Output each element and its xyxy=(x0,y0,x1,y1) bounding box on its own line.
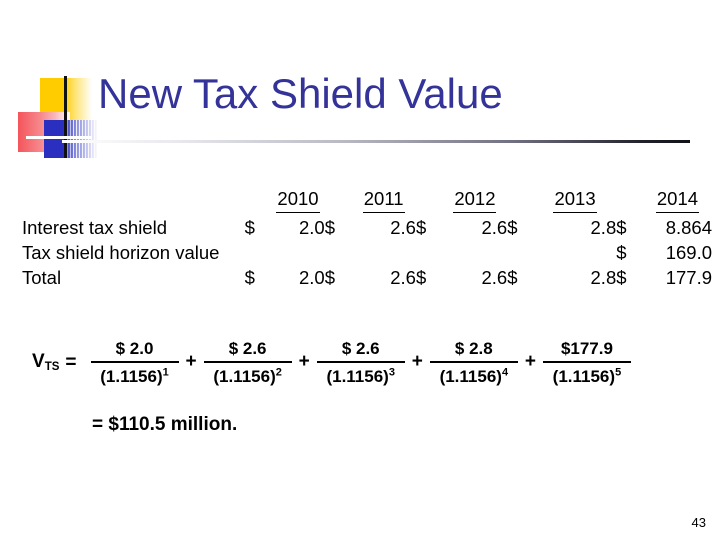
formula-term-5: $177.9 (1.1156)5 xyxy=(542,338,631,389)
variable-letter: V xyxy=(32,351,45,372)
header-currency-spacer-2012 xyxy=(416,186,443,215)
cell-value: 2.6 xyxy=(481,267,508,288)
term-numerator: $ 2.0 xyxy=(90,338,179,363)
cell-currency: $ xyxy=(616,217,627,238)
cell-value: 2.0 xyxy=(298,267,325,288)
cell-currency: $ xyxy=(244,267,255,288)
cell-value: 2.0 xyxy=(298,217,325,238)
column-header-2013: 2013 xyxy=(534,186,616,215)
year-label-2013: 2013 xyxy=(553,186,597,213)
header-currency-spacer-2010 xyxy=(245,186,272,215)
cell-value xyxy=(351,240,416,265)
plus-sign-1: + xyxy=(185,351,197,372)
valuation-formula: VTS = $ 2.0 (1.1156)1 + $ 2.6 (1.1156)2 … xyxy=(32,338,633,389)
logo-horizontal-line xyxy=(26,136,92,139)
denominator-base: (1.1156) xyxy=(439,367,502,386)
cell-currency xyxy=(325,240,352,265)
column-header-2010: 2010 xyxy=(271,186,324,215)
table-row: Tax shield horizon value $ 169.0 xyxy=(22,240,712,265)
cell-currency xyxy=(507,240,534,265)
cell-value xyxy=(534,240,616,265)
cell-currency: $ xyxy=(324,217,335,238)
cell-currency: $ xyxy=(507,217,518,238)
term-denominator: (1.1156)4 xyxy=(430,363,518,389)
term-denominator: (1.1156)3 xyxy=(317,363,405,389)
cell-currency: $ xyxy=(244,217,255,238)
equals-sign: = xyxy=(65,352,77,373)
cell-value: 2.8 xyxy=(590,267,617,288)
cell-currency xyxy=(245,240,272,265)
denominator-exponent: 1 xyxy=(162,366,169,379)
page-title: New Tax Shield Value xyxy=(98,70,503,117)
column-header-2012: 2012 xyxy=(443,186,508,215)
year-label-2010: 2010 xyxy=(276,186,320,213)
cell-currency: $ xyxy=(507,267,518,288)
term-numerator: $ 2.6 xyxy=(316,338,405,363)
year-label-2012: 2012 xyxy=(453,186,497,213)
term-numerator: $ 2.6 xyxy=(203,338,292,363)
cell-value: 177.9 xyxy=(665,267,712,288)
column-header-2011: 2011 xyxy=(351,186,416,215)
formula-term-3: $ 2.6 (1.1156)3 xyxy=(316,338,405,389)
cell-value: 2.8 xyxy=(590,217,617,238)
year-label-2014: 2014 xyxy=(655,186,700,213)
tax-shield-table: 2010 2011 2012 2013 2014 Interest tax sh… xyxy=(22,186,712,290)
cell-currency: $ xyxy=(415,267,427,288)
decorative-logo-mark xyxy=(18,76,100,158)
term-numerator: $177.9 xyxy=(542,338,631,363)
header-currency-spacer-2013 xyxy=(507,186,534,215)
title-divider xyxy=(62,140,690,143)
page-number: 43 xyxy=(691,515,706,530)
cell-currency: $ xyxy=(324,267,335,288)
cell-currency: $ xyxy=(616,242,627,263)
denominator-exponent: 2 xyxy=(275,366,282,379)
table-row: Interest tax shield $ 2.0 $ 2.6 $ 2.6 $ … xyxy=(22,215,712,240)
formula-term-2: $ 2.6 (1.1156)2 xyxy=(203,338,292,389)
formula-term-4: $ 2.8 (1.1156)4 xyxy=(429,338,518,389)
cell-value xyxy=(271,240,324,265)
formula-variable: VTS xyxy=(32,338,59,374)
table-corner-cell xyxy=(22,186,245,215)
plus-sign-3: + xyxy=(411,351,423,372)
denominator-exponent: 4 xyxy=(501,366,509,379)
row-label-interest-tax-shield: Interest tax shield xyxy=(22,217,167,238)
cell-currency: $ xyxy=(415,217,427,238)
cell-value: 8.864 xyxy=(665,217,712,238)
term-numerator: $ 2.8 xyxy=(429,338,518,363)
logo-vertical-line xyxy=(64,76,67,158)
denominator-exponent: 3 xyxy=(388,366,395,379)
denominator-base: (1.1156) xyxy=(552,367,616,386)
denominator-base: (1.1156) xyxy=(213,367,276,386)
slide-header: New Tax Shield Value xyxy=(0,0,728,165)
table-header-row: 2010 2011 2012 2013 2014 xyxy=(22,186,712,215)
formula-result: = $110.5 million. xyxy=(92,414,238,435)
row-label-tax-shield-horizon-value: Tax shield horizon value xyxy=(22,242,220,263)
header-currency-spacer-2011 xyxy=(325,186,352,215)
column-header-2014: 2014 xyxy=(643,186,712,215)
row-label-total: Total xyxy=(22,267,62,288)
term-denominator: (1.1156)5 xyxy=(543,363,631,389)
denominator-base: (1.1156) xyxy=(100,367,163,386)
year-label-2011: 2011 xyxy=(362,186,405,213)
logo-blue-stripes xyxy=(44,120,98,158)
term-denominator: (1.1156)2 xyxy=(204,363,292,389)
cell-currency: $ xyxy=(616,267,627,288)
variable-subscript: TS xyxy=(44,361,60,373)
cell-currency xyxy=(416,240,443,265)
table-row: Total $ 2.0 $ 2.6 $ 2.6 $ 2.8 $ 177.9 xyxy=(22,265,712,290)
denominator-exponent: 5 xyxy=(615,366,622,379)
plus-sign-4: + xyxy=(524,351,536,372)
header-currency-spacer-2014 xyxy=(616,186,643,215)
cell-value: 2.6 xyxy=(481,217,508,238)
plus-sign-2: + xyxy=(298,351,310,372)
cell-value: 2.6 xyxy=(390,267,416,288)
cell-value: 2.6 xyxy=(390,217,416,238)
formula-term-1: $ 2.0 (1.1156)1 xyxy=(90,338,179,389)
cell-value xyxy=(443,240,508,265)
cell-value: 169.0 xyxy=(665,242,712,263)
denominator-base: (1.1156) xyxy=(326,367,389,386)
term-denominator: (1.1156)1 xyxy=(91,363,179,389)
